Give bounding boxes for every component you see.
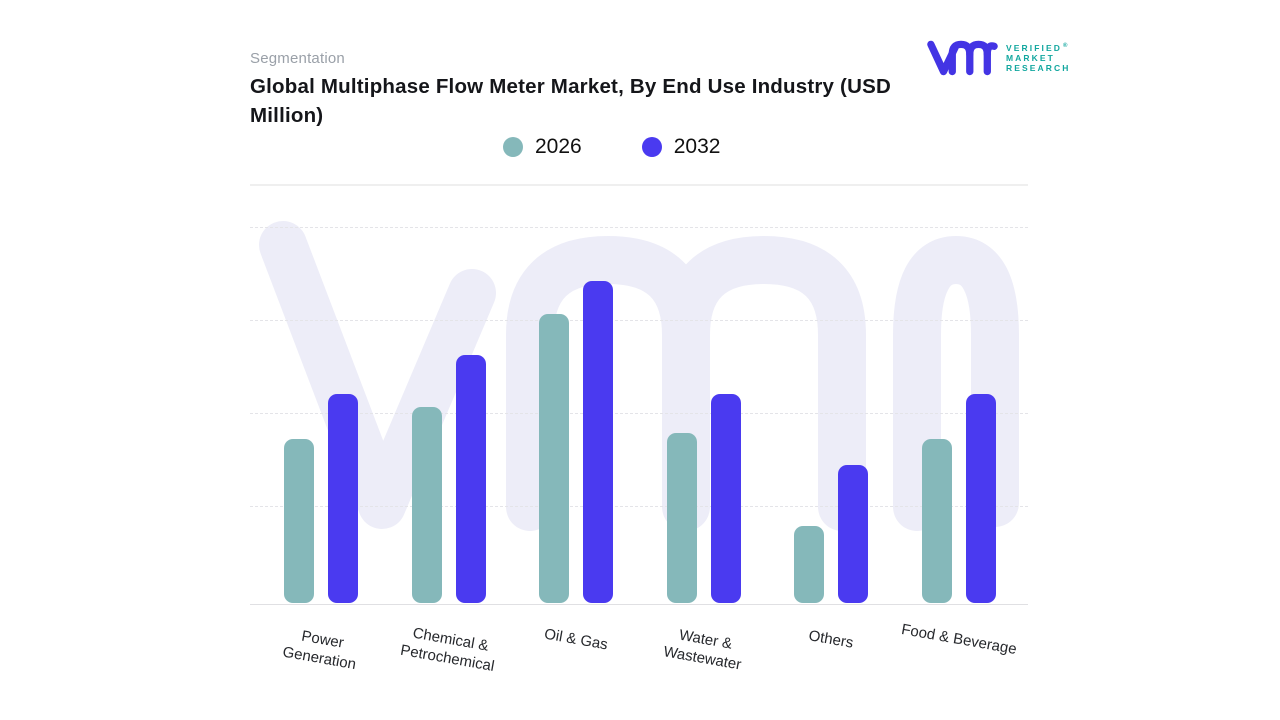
gridline	[250, 413, 1028, 414]
registered-mark: ®	[1063, 43, 1068, 50]
gridline	[250, 506, 1028, 507]
bar-2026	[666, 433, 697, 603]
bar-2026	[794, 526, 825, 603]
bar-2032	[710, 394, 741, 603]
legend-dot-icon	[641, 137, 662, 157]
bar-2026	[284, 439, 314, 603]
bar-group	[411, 184, 486, 603]
vmr-wordmark: VERIFIED® MARKET RESEARCH	[1006, 41, 1071, 73]
bar-2026	[411, 407, 442, 603]
x-axis-labels: Power Generation Chemical & Petrochemical…	[250, 604, 1028, 714]
page-title: Global Multiphase Flow Meter Market, By …	[250, 75, 891, 127]
bar-2026	[922, 439, 952, 603]
bar-group	[922, 184, 996, 603]
bar-group	[284, 184, 358, 603]
legend-label: 2026	[535, 135, 582, 158]
bar-2032	[455, 355, 486, 603]
bar-group	[539, 184, 614, 603]
legend-label: 2032	[673, 135, 721, 158]
wordmark-line-3: RESEARCH	[1006, 62, 1071, 73]
bar-2032	[328, 394, 358, 603]
gridline	[250, 227, 1028, 228]
legend-dot-icon	[503, 137, 523, 157]
plot-area	[250, 185, 1028, 605]
vmr-logo: VERIFIED® MARKET RESEARCH	[926, 34, 1071, 80]
bar-2032	[966, 394, 996, 603]
vmr-monogram-icon	[927, 40, 998, 76]
bar-group	[666, 184, 741, 603]
vmr-watermark-icon	[259, 221, 1019, 531]
header-divider	[250, 184, 1028, 186]
legend-item-2032: 2032	[641, 135, 721, 159]
segmentation-label: Segmentation	[250, 50, 345, 67]
legend-item-2026: 2026	[503, 135, 582, 159]
gridline	[250, 320, 1028, 321]
bar-2032	[838, 465, 869, 603]
bar-2026	[539, 314, 570, 603]
chart-legend: 2026 2032	[503, 135, 720, 159]
wordmark-line-1: VERIFIED	[1006, 42, 1063, 53]
bar-group	[794, 184, 869, 603]
bar-2032	[583, 281, 614, 603]
wordmark-line-2: MARKET	[1006, 52, 1055, 63]
